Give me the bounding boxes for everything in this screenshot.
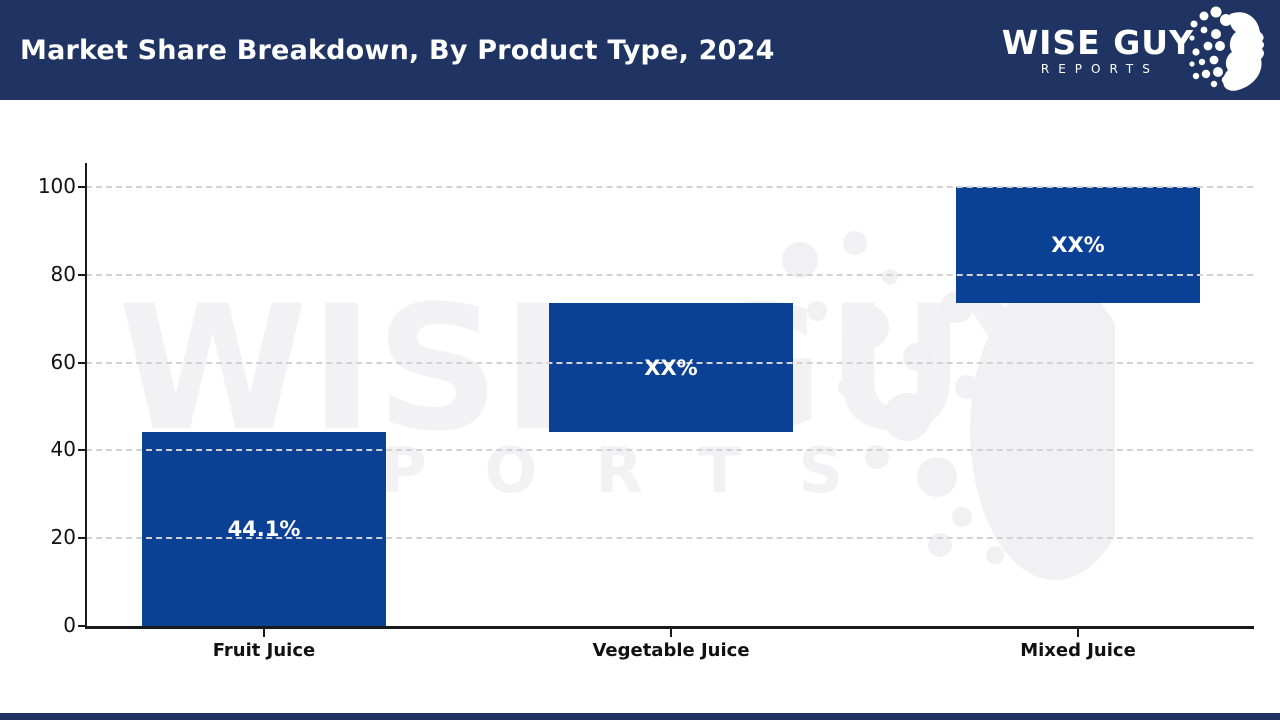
y-tick-mark <box>78 449 86 452</box>
y-tick-label: 20 <box>50 525 76 550</box>
gridline-40 <box>86 449 1253 452</box>
y-tick-label: 0 <box>63 613 76 637</box>
logo-head-icon <box>1189 6 1265 91</box>
y-tick-mark <box>78 186 86 188</box>
x-axis <box>85 626 1254 629</box>
gridline-80 <box>86 273 1253 276</box>
y-tick-mark <box>78 537 86 540</box>
chart-title: Market Share Breakdown, By Product Type,… <box>20 34 775 66</box>
logo-wordmark: WISE GUY REPORTS <box>1002 26 1194 75</box>
y-tick-mark <box>78 361 86 364</box>
bar-value-label: 44.1% <box>227 517 301 542</box>
y-tick-mark <box>78 625 86 627</box>
logo-wise-guy-text: WISE GUY <box>1001 22 1194 62</box>
y-tick-label: 100 <box>37 174 76 198</box>
logo-reports-text: REPORTS <box>1040 61 1159 76</box>
gridline-100 <box>86 186 1253 188</box>
bar-value-label: XX% <box>644 355 698 380</box>
x-tick-mark <box>670 629 672 637</box>
y-tick-label: 40 <box>50 437 76 462</box>
x-category-label: Fruit Juice <box>212 640 316 661</box>
header-bar: Market Share Breakdown, By Product Type,… <box>0 0 1280 100</box>
gridline-60 <box>86 361 1253 364</box>
bar-vegetable-juice <box>549 302 793 433</box>
y-axis <box>85 163 87 628</box>
gridline-20 <box>86 537 1253 540</box>
bar-fruit-juice <box>142 432 386 626</box>
x-tick-mark <box>263 629 265 637</box>
y-tick-mark <box>78 273 86 276</box>
x-tick-mark <box>1077 629 1079 637</box>
y-tick-label: 60 <box>50 349 76 374</box>
y-tick-label: 80 <box>50 261 76 286</box>
x-category-label: Mixed Juice <box>1020 640 1136 661</box>
wise-guy-reports-logo: WISE GUY REPORTS <box>1002 6 1280 94</box>
bar-value-label: XX% <box>1051 232 1105 257</box>
footer-bar <box>0 713 1280 720</box>
x-category-label: Vegetable Juice <box>592 640 750 661</box>
